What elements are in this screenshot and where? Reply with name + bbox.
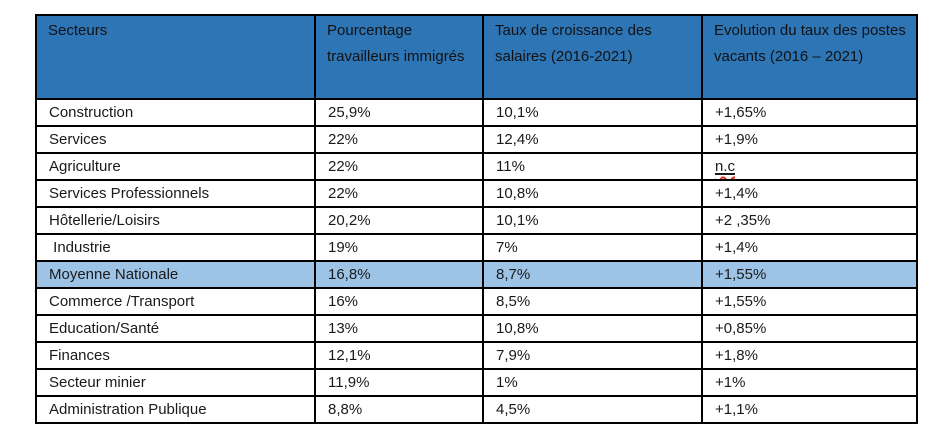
cell-secteur: Services (35, 125, 316, 154)
table-row: Agriculture 22% 11% n.c (35, 152, 918, 181)
cell-evolution-postes: +1,9% (701, 125, 918, 154)
cell-croissance-salaires: 10,8% (482, 314, 703, 343)
cell-pourcentage-immigres: 22% (314, 179, 484, 208)
cell-pourcentage-immigres: 16% (314, 287, 484, 316)
table-row: Administration Publique 8,8% 4,5% +1,1% (35, 395, 918, 424)
cell-secteur: Commerce /Transport (35, 287, 316, 316)
cell-pourcentage-immigres: 12,1% (314, 341, 484, 370)
cell-secteur: Moyenne Nationale (35, 260, 316, 289)
table-row: Services 22% 12,4% +1,9% (35, 125, 918, 154)
cell-croissance-salaires: 8,7% (482, 260, 703, 289)
cell-pourcentage-immigres: 8,8% (314, 395, 484, 424)
cell-pourcentage-immigres: 22% (314, 152, 484, 181)
cell-croissance-salaires: 4,5% (482, 395, 703, 424)
cell-secteur: Secteur minier (35, 368, 316, 397)
table-header: Secteurs Pourcentage travailleurs immigr… (35, 14, 918, 100)
cell-croissance-salaires: 10,1% (482, 206, 703, 235)
cell-pourcentage-immigres: 11,9% (314, 368, 484, 397)
cell-secteur: Finances (35, 341, 316, 370)
cell-evolution-postes: +1,55% (701, 287, 918, 316)
table-row: Education/Santé 13% 10,8% +0,85% (35, 314, 918, 343)
table-row: Secteur minier 11,9% 1% +1% (35, 368, 918, 397)
cell-secteur: Industrie (35, 233, 316, 262)
table-row: Finances 12,1% 7,9% +1,8% (35, 341, 918, 370)
cell-evolution-postes: +1,4% (701, 233, 918, 262)
table-row-moyenne-nationale: Moyenne Nationale 16,8% 8,7% +1,55% (35, 260, 918, 289)
cell-croissance-salaires: 10,8% (482, 179, 703, 208)
cell-evolution-postes: +2 ,35% (701, 206, 918, 235)
cell-evolution-postes: +1,8% (701, 341, 918, 370)
cell-croissance-salaires: 10,1% (482, 98, 703, 127)
cell-secteur: Construction (35, 98, 316, 127)
cell-secteur: Agriculture (35, 152, 316, 181)
cell-croissance-salaires: 7,9% (482, 341, 703, 370)
cell-pourcentage-immigres: 19% (314, 233, 484, 262)
cell-pourcentage-immigres: 22% (314, 125, 484, 154)
cell-secteur: Education/Santé (35, 314, 316, 343)
cell-evolution-postes: n.c (701, 152, 918, 181)
cell-evolution-postes: +1,55% (701, 260, 918, 289)
cell-croissance-salaires: 8,5% (482, 287, 703, 316)
cell-croissance-salaires: 12,4% (482, 125, 703, 154)
cell-evolution-postes: +1,65% (701, 98, 918, 127)
cell-croissance-salaires: 11% (482, 152, 703, 181)
cell-pourcentage-immigres: 25,9% (314, 98, 484, 127)
cell-evolution-postes: +1% (701, 368, 918, 397)
table-row: Construction 25,9% 10,1% +1,65% (35, 98, 918, 127)
table-row: Commerce /Transport 16% 8,5% +1,55% (35, 287, 918, 316)
table-body: Construction 25,9% 10,1% +1,65% Services 22% 1… (35, 98, 918, 424)
cell-croissance-salaires: 1% (482, 368, 703, 397)
column-header-evolution-postes: Evolution du taux des postes vacants (20… (701, 14, 918, 100)
cell-pourcentage-immigres: 13% (314, 314, 484, 343)
cell-secteur: Administration Publique (35, 395, 316, 424)
nc-value: n.c (715, 158, 736, 175)
cell-croissance-salaires: 7% (482, 233, 703, 262)
cell-evolution-postes: +0,85% (701, 314, 918, 343)
table-row: Services Professionnels 22% 10,8% +1,4% (35, 179, 918, 208)
column-header-pourcentage-immigres: Pourcentage travailleurs immigrés (314, 14, 484, 100)
column-header-croissance-salaires: Taux de croissance des salaires (2016-20… (482, 14, 703, 100)
spellcheck-squiggle: n.c (715, 158, 735, 175)
cell-secteur: Hôtellerie/Loisirs (35, 206, 316, 235)
column-header-secteurs: Secteurs (35, 14, 316, 100)
sectors-table: Secteurs Pourcentage travailleurs immigr… (35, 14, 918, 424)
cell-evolution-postes: +1,1% (701, 395, 918, 424)
cell-evolution-postes: +1,4% (701, 179, 918, 208)
table-row: Industrie 19% 7% +1,4% (35, 233, 918, 262)
header-row: Secteurs Pourcentage travailleurs immigr… (35, 14, 918, 100)
cell-pourcentage-immigres: 20,2% (314, 206, 484, 235)
table-row: Hôtellerie/Loisirs 20,2% 10,1% +2 ,35% (35, 206, 918, 235)
cell-pourcentage-immigres: 16,8% (314, 260, 484, 289)
cell-secteur: Services Professionnels (35, 179, 316, 208)
